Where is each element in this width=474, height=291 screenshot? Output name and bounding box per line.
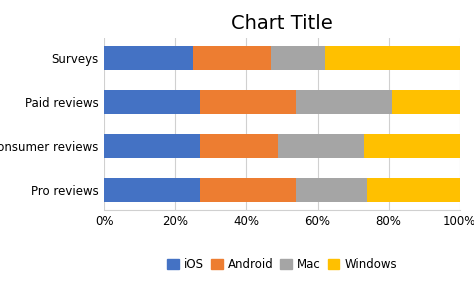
Bar xyxy=(104,46,193,70)
Bar xyxy=(104,90,200,114)
Bar xyxy=(200,90,296,114)
Bar xyxy=(271,46,325,70)
Legend: iOS, Android, Mac, Windows: iOS, Android, Mac, Windows xyxy=(163,253,401,276)
Bar xyxy=(296,178,367,202)
Bar xyxy=(279,134,364,158)
Bar xyxy=(200,134,278,158)
Bar xyxy=(325,46,460,70)
Bar xyxy=(104,178,200,202)
Bar xyxy=(364,134,460,158)
Bar xyxy=(104,134,200,158)
Bar xyxy=(200,178,296,202)
Bar xyxy=(367,178,460,202)
Bar xyxy=(193,46,271,70)
Title: Chart Title: Chart Title xyxy=(231,15,333,33)
Bar xyxy=(392,90,460,114)
Bar xyxy=(296,90,392,114)
